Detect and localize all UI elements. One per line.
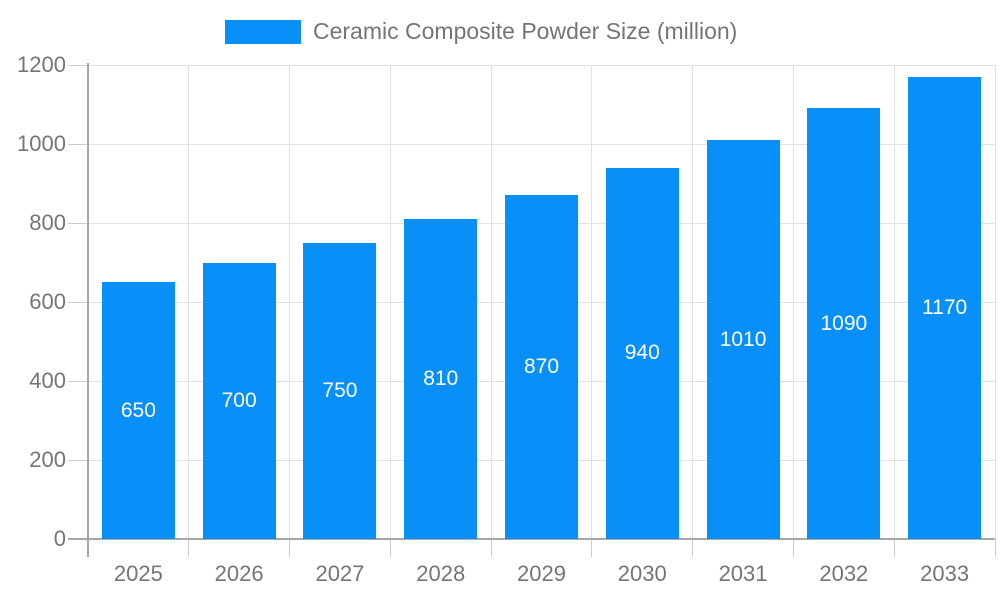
gridline-vertical — [792, 65, 794, 539]
y-axis-label: 1000 — [17, 131, 66, 156]
y-axis-label: 200 — [29, 447, 66, 472]
x-axis-label: 2033 — [920, 561, 970, 586]
y-axis-tick — [68, 380, 88, 382]
x-axis-tick — [591, 539, 593, 557]
bar-value-label: 750 — [322, 378, 358, 402]
bar[interactable]: 1010 — [706, 140, 780, 539]
gridline-vertical — [893, 65, 895, 539]
x-axis-tick — [792, 539, 794, 557]
gridline-vertical — [389, 65, 391, 539]
y-axis-label: 800 — [29, 210, 66, 235]
y-axis-label: 1200 — [17, 52, 66, 77]
x-axis-label: 2028 — [416, 561, 466, 586]
legend-swatch — [225, 19, 301, 44]
bar[interactable]: 940 — [605, 167, 679, 539]
x-axis-tick — [692, 539, 694, 557]
bar-value-label: 870 — [523, 355, 560, 379]
bar[interactable]: 700 — [202, 262, 276, 539]
x-axis-line — [68, 538, 995, 540]
gridline-vertical — [490, 65, 492, 539]
gridline-vertical — [591, 65, 593, 539]
bar[interactable]: 870 — [505, 195, 578, 539]
gridline-vertical — [289, 65, 291, 539]
x-axis-tick — [490, 539, 492, 557]
y-axis-label: 600 — [29, 289, 66, 314]
bar[interactable]: 1170 — [908, 76, 982, 539]
x-axis-label: 2030 — [617, 561, 667, 586]
bar[interactable]: 750 — [303, 242, 377, 539]
x-axis-label: 2027 — [315, 561, 365, 586]
y-axis-label: 400 — [29, 368, 66, 393]
bar-value-label: 940 — [624, 341, 660, 365]
bar-value-label: 700 — [221, 388, 257, 412]
gridline-vertical — [188, 65, 190, 539]
bar-value-label: 1090 — [820, 311, 868, 335]
legend-item[interactable]: Ceramic Composite Powder Size (million) — [225, 18, 737, 45]
x-axis-label: 2031 — [718, 561, 768, 586]
x-axis-label: 2025 — [113, 561, 163, 586]
y-axis-tick — [68, 301, 88, 303]
gridline-vertical — [994, 65, 996, 539]
x-axis-tick — [994, 539, 996, 557]
y-axis-tick — [68, 64, 88, 66]
gridline-horizontal — [88, 143, 995, 145]
x-axis-label: 2029 — [517, 561, 566, 586]
y-axis-tick — [68, 143, 88, 145]
y-axis-line — [87, 63, 89, 557]
y-axis-label: 0 — [53, 526, 66, 551]
bar-value-label: 650 — [120, 398, 156, 422]
x-axis-tick — [893, 539, 895, 557]
x-axis-tick — [188, 539, 190, 557]
y-axis-tick — [68, 222, 88, 224]
bar[interactable]: 1090 — [807, 108, 881, 539]
gridline-vertical — [692, 65, 694, 539]
legend-label: Ceramic Composite Powder Size (million) — [313, 18, 738, 44]
x-axis-tick — [289, 539, 291, 557]
x-axis-tick — [389, 539, 391, 557]
x-axis-label: 2032 — [819, 561, 869, 586]
bar-value-label: 810 — [423, 367, 459, 391]
bar-value-label: 1010 — [719, 327, 767, 351]
bar[interactable]: 810 — [404, 219, 478, 539]
y-axis-tick — [68, 459, 88, 461]
gridline-horizontal — [88, 64, 995, 66]
x-axis-label: 2026 — [214, 561, 264, 586]
bar-value-label: 1170 — [922, 295, 968, 319]
bar[interactable]: 650 — [101, 282, 175, 539]
